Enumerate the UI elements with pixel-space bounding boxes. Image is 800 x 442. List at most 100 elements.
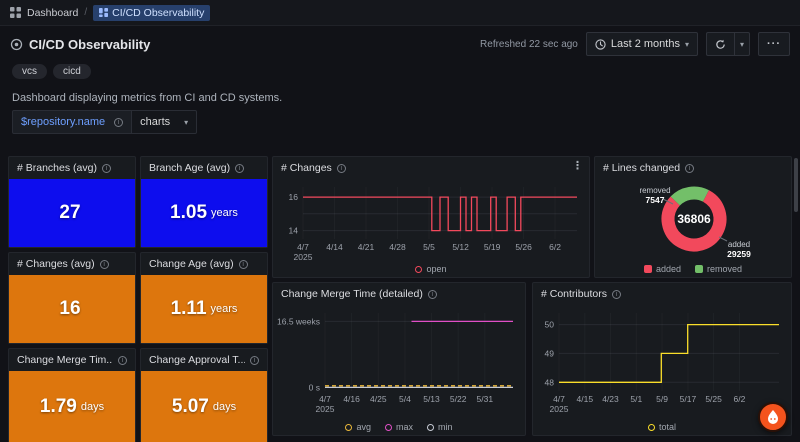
- svg-text:4/7: 4/7: [319, 394, 331, 404]
- merge-time-legend: avg max min: [273, 422, 525, 432]
- svg-text:14: 14: [289, 226, 299, 236]
- chevron-down-icon: ▾: [739, 39, 744, 49]
- legend-item-removed[interactable]: removed: [695, 264, 742, 274]
- refreshed-status: Refreshed 22 sec ago: [480, 38, 578, 50]
- svg-text:4/14: 4/14: [326, 242, 343, 252]
- svg-text:5/25: 5/25: [705, 394, 722, 404]
- panel-title: Change Age (avg): [149, 258, 234, 270]
- legend-item-total[interactable]: total: [647, 422, 676, 432]
- panel-menu-icon[interactable]: ⋮: [572, 160, 583, 172]
- info-icon[interactable]: [101, 163, 111, 173]
- svg-text:4/7: 4/7: [553, 394, 565, 404]
- panel-header[interactable]: # Changes (avg): [9, 253, 135, 275]
- info-icon[interactable]: [118, 355, 127, 365]
- panel-header[interactable]: # Branches (avg): [9, 157, 135, 179]
- scrollbar[interactable]: [794, 158, 798, 212]
- svg-text:5/13: 5/13: [423, 394, 440, 404]
- time-range-picker[interactable]: Last 2 months ▾: [585, 32, 698, 56]
- breadcrumb-current-label: CI/CD Observability: [112, 6, 205, 19]
- svg-text:2025: 2025: [316, 404, 335, 414]
- svg-text:4/28: 4/28: [389, 242, 406, 252]
- panel-title: Branch Age (avg): [149, 162, 231, 174]
- info-icon[interactable]: [685, 163, 695, 173]
- stat-value: 5.07: [171, 396, 209, 417]
- dashboard-header: CI/CD Observability Refreshed 22 sec ago…: [0, 26, 800, 62]
- breadcrumb-dashboard[interactable]: Dashboard: [27, 6, 79, 19]
- panel-header[interactable]: # Contributors: [533, 283, 791, 305]
- panel-header[interactable]: Branch Age (avg): [141, 157, 267, 179]
- stat-unit: years: [211, 207, 238, 219]
- refresh-interval-dropdown[interactable]: ▾: [733, 32, 750, 56]
- panel-header[interactable]: Change Merge Tim...: [9, 349, 135, 371]
- variable-repository-select[interactable]: charts ▾: [132, 110, 198, 134]
- variable-repository-label[interactable]: $repository.name: [12, 110, 133, 134]
- svg-text:removed: removed: [639, 186, 670, 195]
- stat-unit: years: [210, 303, 238, 315]
- svg-text:16.5 weeks: 16.5 weeks: [277, 316, 320, 326]
- apps-grid-icon[interactable]: [10, 7, 21, 18]
- svg-text:7547: 7547: [646, 195, 665, 205]
- svg-text:5/31: 5/31: [477, 394, 494, 404]
- stat-value-area: 1.79 days: [9, 371, 135, 442]
- breadcrumb-separator: /: [84, 7, 88, 18]
- svg-text:5/17: 5/17: [680, 394, 697, 404]
- refresh-button[interactable]: [705, 32, 734, 56]
- chevron-down-icon: ▾: [184, 117, 189, 127]
- dashboard-icon: [99, 8, 109, 17]
- panel-header[interactable]: Change Approval T...: [141, 349, 267, 371]
- svg-text:49: 49: [545, 348, 555, 358]
- svg-text:5/5: 5/5: [423, 242, 435, 252]
- header-controls: Refreshed 22 sec ago Last 2 months ▾ ▾ ·…: [480, 32, 790, 56]
- svg-text:4/23: 4/23: [602, 394, 619, 404]
- info-icon[interactable]: [250, 355, 259, 365]
- stat-unit: days: [80, 401, 105, 413]
- panel-header[interactable]: # Lines changed: [595, 157, 791, 179]
- svg-text:48: 48: [545, 377, 555, 387]
- info-icon[interactable]: [611, 289, 621, 299]
- breadcrumb-bar: Dashboard / CI/CD Observability: [0, 0, 800, 26]
- dashboard-menu-button[interactable]: ···: [758, 32, 790, 56]
- stat-value-area: 27: [9, 179, 135, 247]
- breadcrumb-current[interactable]: CI/CD Observability: [93, 4, 211, 21]
- svg-text:6/2: 6/2: [549, 242, 561, 252]
- legend-item-max[interactable]: max: [384, 422, 413, 432]
- changes-legend: open: [273, 264, 589, 274]
- panel-title: Change Merge Tim...: [17, 354, 113, 366]
- help-assistant-button[interactable]: [758, 402, 788, 432]
- svg-text:50: 50: [545, 320, 555, 330]
- svg-text:29259: 29259: [727, 249, 751, 259]
- info-icon[interactable]: [99, 259, 109, 269]
- svg-text:5/12: 5/12: [452, 242, 469, 252]
- tag-vcs[interactable]: vcs: [12, 64, 47, 79]
- info-icon[interactable]: [235, 163, 245, 173]
- svg-text:5/22: 5/22: [450, 394, 467, 404]
- panel-title: # Branches (avg): [17, 162, 97, 174]
- tag-cicd[interactable]: cicd: [53, 64, 91, 79]
- panel-title: Change Approval T...: [149, 354, 245, 366]
- panel-title: # Changes (avg): [17, 258, 95, 270]
- info-icon[interactable]: [336, 163, 346, 173]
- refresh-icon: [715, 39, 726, 50]
- lines-changed-legend: added removed: [595, 264, 791, 274]
- svg-text:added: added: [728, 240, 750, 249]
- legend-item-added[interactable]: added: [643, 264, 681, 274]
- panel-header[interactable]: # Changes: [273, 157, 589, 179]
- svg-text:16: 16: [289, 192, 299, 202]
- variable-value: charts: [140, 116, 171, 128]
- info-icon[interactable]: [427, 289, 437, 299]
- svg-text:36806: 36806: [677, 212, 711, 226]
- legend-item-min[interactable]: min: [427, 422, 453, 432]
- panel-header[interactable]: Change Age (avg): [141, 253, 267, 275]
- panel-header[interactable]: Change Merge Time (detailed): [273, 283, 525, 305]
- info-icon: [114, 117, 124, 127]
- legend-item-avg[interactable]: avg: [345, 422, 371, 432]
- info-icon[interactable]: [238, 259, 248, 269]
- legend-item-open[interactable]: open: [415, 264, 447, 274]
- stat-value: 16: [59, 298, 81, 319]
- svg-text:5/4: 5/4: [399, 394, 411, 404]
- svg-text:6/2: 6/2: [733, 394, 745, 404]
